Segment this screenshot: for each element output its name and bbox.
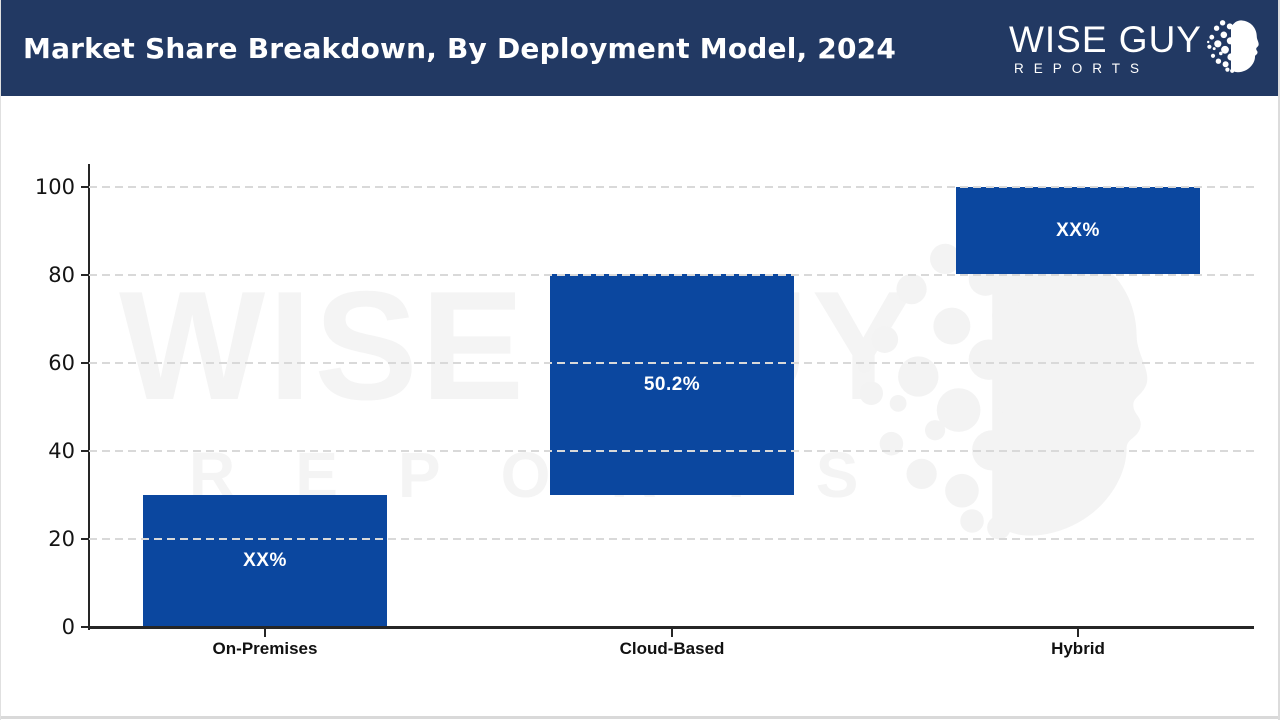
chart-title: Market Share Breakdown, By Deployment Mo…: [23, 31, 897, 65]
bar-segment: XX%: [956, 187, 1200, 275]
y-tick-label: 40: [48, 439, 75, 463]
y-tick-mark: [81, 626, 89, 628]
bottom-border: [1, 716, 1278, 719]
y-tick-label: 100: [34, 175, 75, 199]
y-grid-line: [89, 362, 1254, 364]
bar-segment: 50.2%: [550, 274, 794, 495]
bar-value-label: XX%: [1056, 219, 1100, 241]
bar-segment: XX%: [143, 495, 387, 627]
brand-logo: WISE GUY REPORTS: [1009, 8, 1264, 88]
y-grid-line: [89, 274, 1254, 276]
y-tick-mark: [81, 362, 89, 364]
bar-value-label: 50.2%: [643, 373, 701, 395]
y-tick-label: 0: [61, 615, 75, 639]
header-bar: Market Share Breakdown, By Deployment Mo…: [1, 0, 1278, 96]
y-axis-line: [88, 164, 90, 630]
x-tick-mark: [671, 629, 673, 637]
y-tick-mark: [81, 450, 89, 452]
x-category-label: On-Premises: [212, 639, 318, 658]
y-grid-line: [89, 450, 1254, 452]
brand-name: WISE GUY: [1008, 18, 1202, 60]
bar-value-label: XX%: [243, 550, 287, 571]
brand-text: WISE GUY REPORTS: [1009, 21, 1202, 76]
y-tick-label: 20: [48, 527, 75, 551]
y-tick-label: 80: [48, 263, 75, 287]
x-tick-mark: [1077, 629, 1079, 637]
brand-subname: REPORTS: [1013, 60, 1149, 76]
y-tick-mark: [81, 186, 89, 188]
y-grid-line: [89, 186, 1254, 188]
x-tick-mark: [264, 629, 266, 637]
y-tick-label: 60: [48, 351, 75, 375]
y-tick-mark: [81, 538, 89, 540]
x-category-label: Hybrid: [1051, 639, 1105, 658]
y-grid-line: [89, 538, 1254, 540]
brand-face-icon: [1204, 8, 1264, 88]
y-tick-mark: [81, 274, 89, 276]
x-axis-line: [89, 626, 1254, 629]
x-category-label: Cloud-Based: [619, 639, 725, 658]
